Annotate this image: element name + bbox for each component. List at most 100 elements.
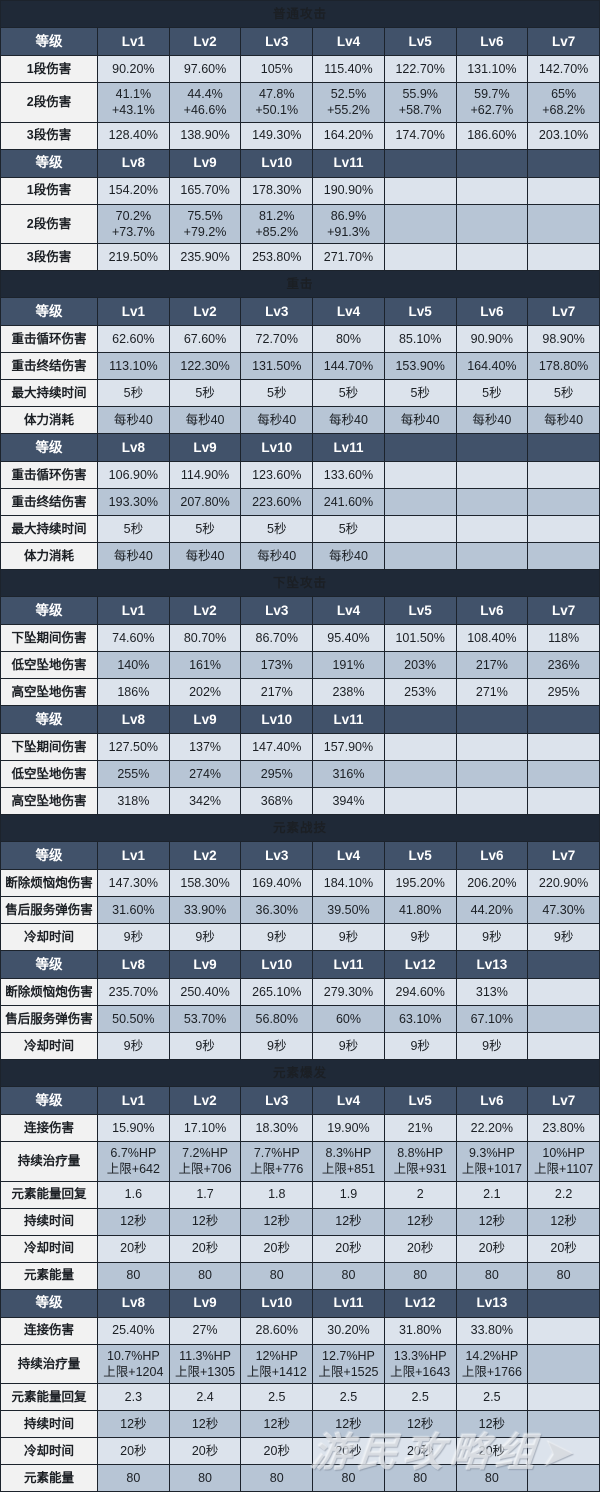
level-header-cell (455, 433, 529, 462)
stat-row: 1段伤害 90.20% 97.60% 105% 115.40% 122.70% 131.10… (0, 55, 600, 83)
value-cell (527, 1343, 600, 1384)
level-header-cell: Lv9 (168, 148, 242, 178)
value-cell: 14.2%HP 上限+1766 (455, 1343, 529, 1384)
level-header-cell (383, 705, 457, 734)
row-label: 体力消耗 (0, 406, 98, 434)
section-title-row: 下坠攻击 (0, 569, 600, 597)
value-cell: 20秒 (312, 1234, 385, 1263)
value-cell (383, 488, 457, 516)
value-cell: 316% (312, 760, 385, 788)
row-label: 元素能量 (0, 1464, 98, 1492)
value-cell: 133.60% (312, 461, 385, 489)
section-title-row: 普通攻击 (0, 0, 600, 28)
value-cell: 318% (97, 787, 170, 815)
value-cell: 219.50% (97, 243, 170, 271)
value-cell: 每秒40 (168, 542, 242, 570)
value-cell: 70.2% +73.7% (97, 203, 170, 244)
value-cell: 144.70% (312, 352, 385, 380)
value-cell: 217% (240, 678, 314, 706)
value-cell: 217% (455, 651, 529, 679)
level-header-label: 等级 (0, 705, 98, 734)
value-cell: 235.90% (168, 243, 242, 271)
value-cell: 113.10% (97, 352, 170, 380)
level-header-cell: Lv7 (527, 596, 600, 625)
value-cell: 184.10% (312, 869, 385, 897)
value-cell: 274% (168, 760, 242, 788)
value-cell: 368% (240, 787, 314, 815)
value-cell (527, 1005, 600, 1033)
level-header-cell: Lv6 (455, 27, 529, 56)
value-cell: 每秒40 (312, 542, 385, 570)
level-header-cell: Lv13 (455, 950, 529, 979)
value-cell: 5秒 (240, 515, 314, 543)
value-cell (455, 203, 529, 244)
level-header-cell: Lv2 (168, 27, 242, 56)
value-cell (383, 461, 457, 489)
level-header-row: 等级 Lv1 Lv2 Lv3 Lv4 Lv5 Lv6 Lv7 (0, 27, 600, 56)
row-label: 持续时间 (0, 1410, 98, 1438)
value-cell: 186.60% (455, 121, 529, 150)
level-header-cell: Lv5 (383, 297, 457, 326)
value-cell: 12%HP 上限+1412 (240, 1343, 314, 1384)
value-cell: 每秒40 (312, 406, 385, 434)
row-label: 冷却时间 (0, 1437, 98, 1465)
row-label: 断除烦恼炮伤害 (0, 869, 98, 897)
value-cell: 33.90% (168, 896, 242, 924)
value-cell: 271% (455, 678, 529, 706)
stat-row: 断除烦恼炮伤害 235.70% 250.40% 265.10% 279.30% 294.6… (0, 978, 600, 1006)
stat-row: 持续时间 12秒 12秒 12秒 12秒 12秒 12秒 12秒 (0, 1207, 600, 1236)
level-header-cell: Lv6 (455, 841, 529, 870)
value-cell: 12秒 (383, 1410, 457, 1438)
value-cell: 253.80% (240, 243, 314, 271)
value-cell: 127.50% (97, 733, 170, 761)
value-cell: 8.3%HP 上限+851 (312, 1141, 385, 1182)
value-cell: 9秒 (312, 1032, 385, 1060)
value-cell: 20秒 (168, 1234, 242, 1263)
value-cell: 80 (97, 1261, 170, 1290)
row-label: 持续治疗量 (0, 1141, 98, 1182)
level-header-cell: Lv8 (97, 1288, 170, 1318)
value-cell: 80 (312, 1261, 385, 1290)
level-header-cell: Lv9 (168, 1288, 242, 1318)
stat-row: 高空坠地伤害 318% 342% 368% 394% (0, 787, 600, 815)
value-cell: 47.30% (527, 896, 600, 924)
value-cell: 5秒 (97, 515, 170, 543)
value-cell (455, 787, 529, 815)
level-header-cell: Lv5 (383, 27, 457, 56)
value-cell: 20秒 (240, 1234, 314, 1263)
level-header-cell (383, 433, 457, 462)
level-header-label: 等级 (0, 1288, 98, 1318)
value-cell: 每秒40 (455, 406, 529, 434)
value-cell: 12秒 (455, 1410, 529, 1438)
level-header-cell: Lv11 (312, 433, 385, 462)
value-cell: 178.80% (527, 352, 600, 380)
level-header-cell: Lv11 (312, 950, 385, 979)
value-cell (527, 1316, 600, 1345)
value-cell: 279.30% (312, 978, 385, 1006)
value-cell: 2.2 (527, 1180, 600, 1209)
value-cell: 161% (168, 651, 242, 679)
value-cell: 47.8% +50.1% (240, 82, 314, 123)
level-header-cell: Lv8 (97, 148, 170, 178)
stat-row: 2段伤害 70.2% +73.7% 75.5% +79.2% 81.2% +85.2%… (0, 203, 600, 244)
level-header-cell: Lv7 (527, 841, 600, 870)
level-header-row: 等级 Lv8 Lv9 Lv10 Lv11 (0, 705, 600, 734)
stat-row: 1段伤害 154.20% 165.70% 178.30% 190.90% (0, 176, 600, 205)
value-cell: 17.10% (168, 1114, 242, 1142)
value-cell: 每秒40 (527, 406, 600, 434)
value-cell: 95.40% (312, 624, 385, 652)
value-cell (383, 176, 457, 205)
level-header-cell: Lv9 (168, 950, 242, 979)
value-cell: 10.7%HP 上限+1204 (97, 1343, 170, 1384)
value-cell: 13.3%HP 上限+1643 (383, 1343, 457, 1384)
row-label: 3段伤害 (0, 243, 98, 271)
value-cell: 65% +68.2% (527, 82, 600, 123)
level-header-row: 等级 Lv8 Lv9 Lv10 Lv11 (0, 148, 600, 178)
level-header-cell: Lv1 (97, 1086, 170, 1115)
stat-row: 冷却时间 20秒 20秒 20秒 20秒 20秒 20秒 20秒 (0, 1234, 600, 1263)
value-cell: 313% (455, 978, 529, 1006)
stat-row: 售后服务弹伤害 50.50% 53.70% 56.80% 60% 63.10% 67.10% (0, 1005, 600, 1033)
value-cell: 138.90% (168, 121, 242, 150)
level-header-cell: Lv5 (383, 841, 457, 870)
value-cell: 20秒 (383, 1234, 457, 1263)
